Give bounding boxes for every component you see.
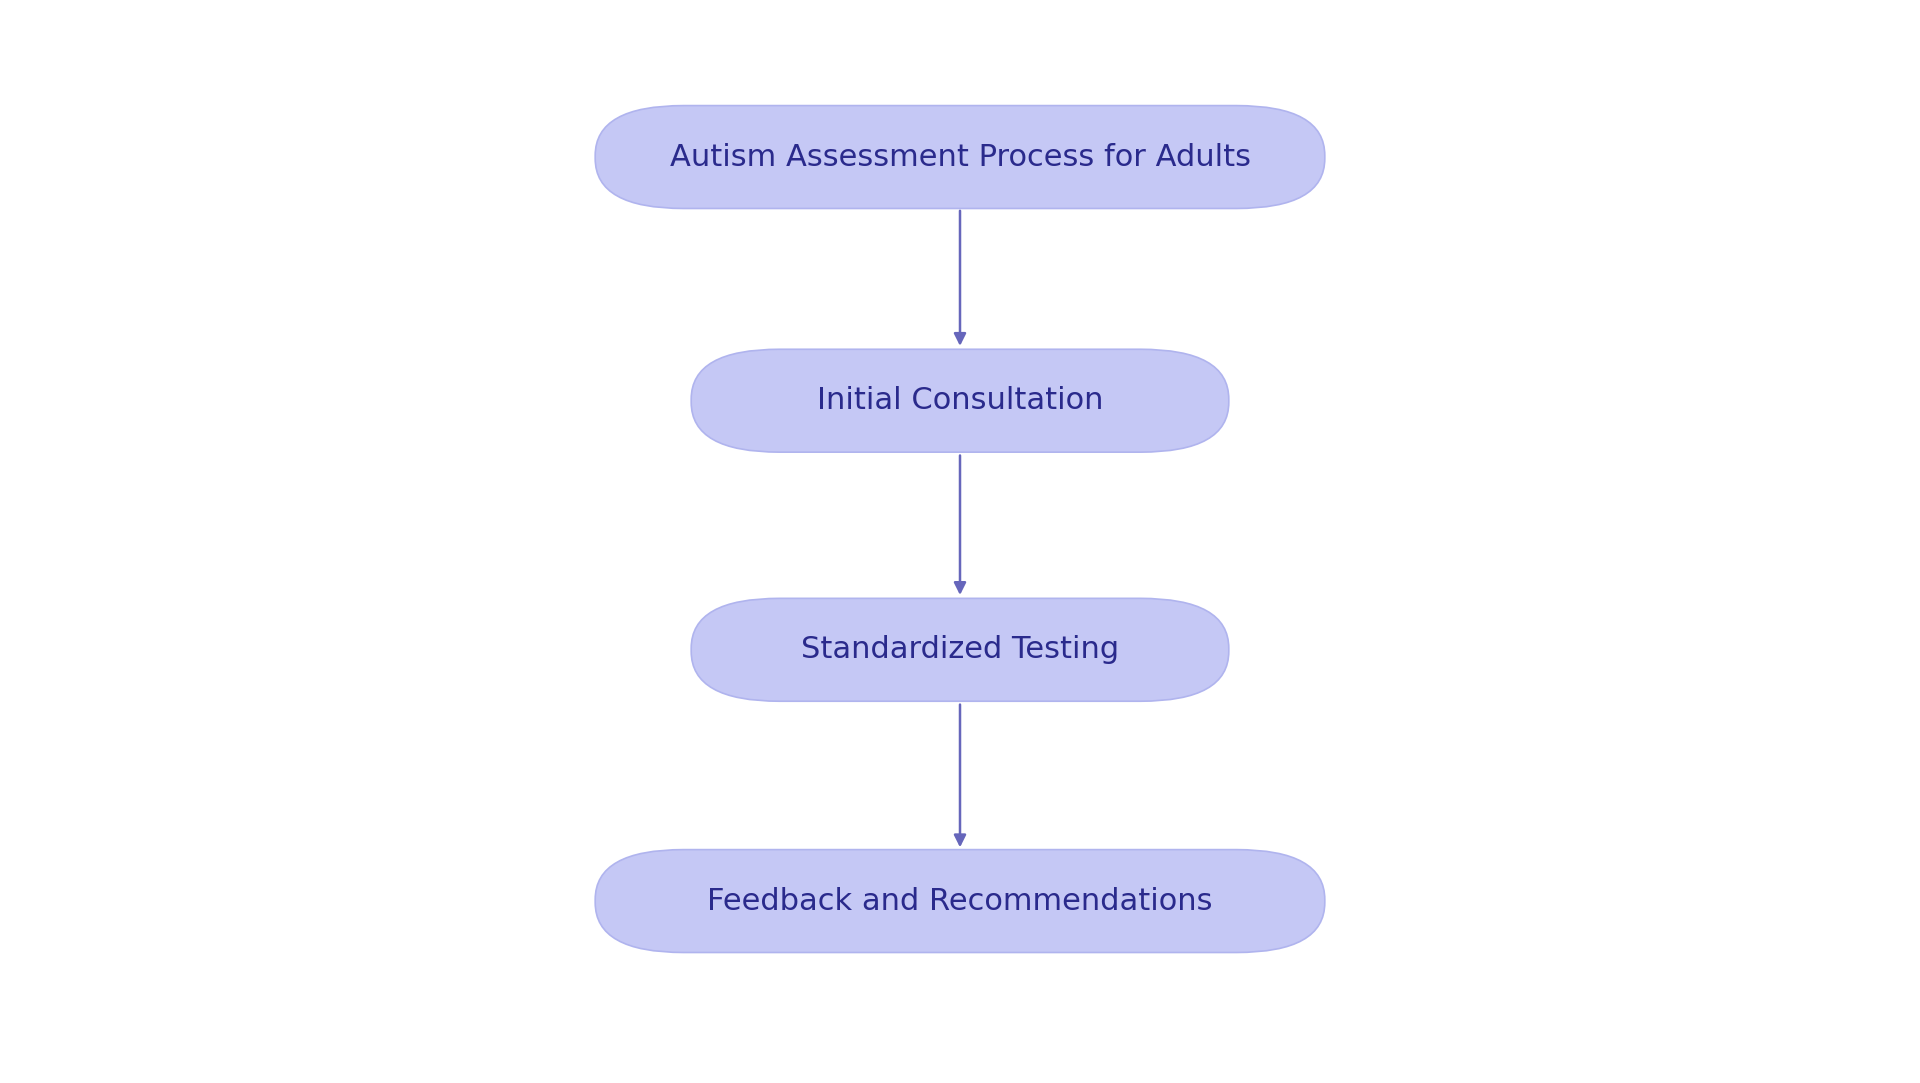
FancyBboxPatch shape [595, 849, 1325, 953]
FancyBboxPatch shape [691, 349, 1229, 453]
Text: Standardized Testing: Standardized Testing [801, 636, 1119, 664]
Text: Autism Assessment Process for Adults: Autism Assessment Process for Adults [670, 143, 1250, 171]
FancyBboxPatch shape [595, 106, 1325, 208]
Text: Feedback and Recommendations: Feedback and Recommendations [707, 887, 1213, 915]
Text: Initial Consultation: Initial Consultation [816, 387, 1104, 415]
FancyBboxPatch shape [691, 598, 1229, 702]
